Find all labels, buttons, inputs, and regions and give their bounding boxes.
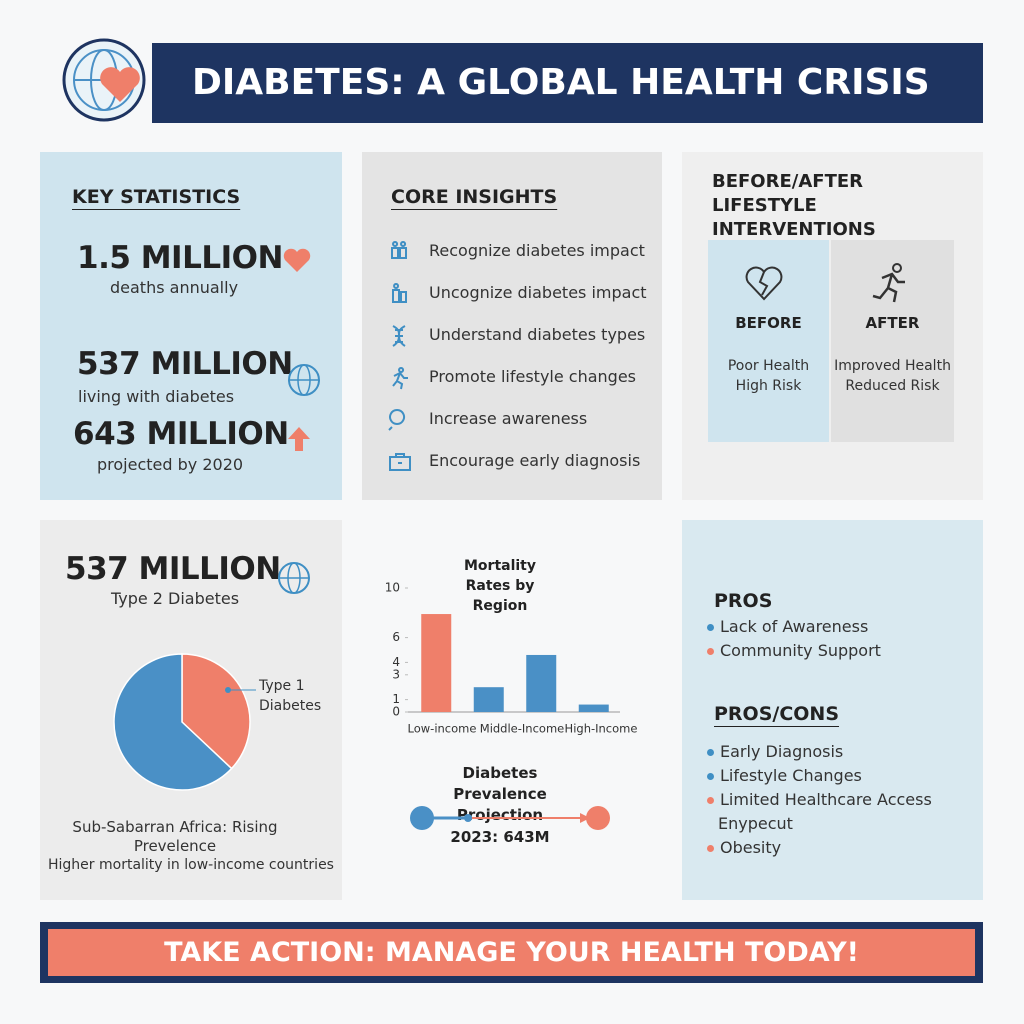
- bullet: [707, 749, 714, 756]
- pie-slice: [113, 653, 233, 791]
- bar: [578, 704, 609, 712]
- projection-title: Diabetes Prevalence Projection: [453, 764, 547, 824]
- before-label: BEFORE: [735, 314, 802, 332]
- bullet: [707, 624, 714, 631]
- insight-icon: [392, 325, 406, 347]
- insight-icon: [391, 241, 407, 259]
- arrow-up-icon: [288, 427, 310, 451]
- list-item: Limited Healthcare Access: [720, 790, 932, 809]
- insight-item: Encourage early diagnosis: [429, 451, 641, 470]
- bullet: [707, 845, 714, 852]
- y-tick-label: 6: [392, 630, 400, 644]
- runner-icon: [872, 263, 905, 303]
- note: Higher mortality in low-income countries: [48, 857, 334, 873]
- text-line: Improved Health: [834, 358, 951, 374]
- insight-item: Uncognize diabetes impact: [429, 283, 647, 302]
- bullet: [707, 773, 714, 780]
- panel-title: KEY STATISTICS: [72, 186, 241, 208]
- bullet: [707, 648, 714, 655]
- pie-chart: [113, 653, 256, 791]
- projection-label: 2023: 643M: [450, 828, 550, 846]
- globe-icon: [278, 562, 310, 594]
- timeline: [410, 806, 610, 830]
- y-tick-label: 10: [385, 581, 400, 595]
- stat-label: living with diabetes: [78, 387, 235, 406]
- after-line: Improved Health Reduced Risk: [831, 356, 954, 396]
- list-item: Enypecut: [718, 814, 793, 833]
- insight-item: Promote lifestyle changes: [429, 367, 636, 386]
- panel-title: BEFORE/AFTER LIFESTYLE INTERVENTIONS: [712, 171, 876, 240]
- insight-icon: [389, 453, 411, 471]
- header-banner: [152, 43, 983, 123]
- text-line: Poor Health: [727, 358, 810, 374]
- list-item: Lack of Awareness: [720, 617, 869, 636]
- stat-label: projected by 2020: [97, 455, 244, 474]
- stat-label: Type 2 Diabetes: [110, 589, 240, 608]
- pros-cons-panel: [682, 520, 983, 900]
- y-tick-label: 3: [392, 667, 400, 681]
- insight-icon: [388, 409, 406, 431]
- pie-label: Type 1 Diabetes: [259, 678, 322, 714]
- globe-heart-icon: [62, 38, 146, 122]
- panel-title: CORE INSIGHTS: [391, 186, 558, 208]
- pie-slice: [181, 653, 251, 770]
- x-tick-label: High-Income: [565, 722, 638, 736]
- y-tick-label: 0: [392, 705, 400, 719]
- x-tick-label: Low-income: [408, 722, 477, 736]
- list-item: Early Diagnosis: [720, 742, 844, 761]
- page-title: DIABETES: A GLOBAL HEALTH CRISIS: [192, 62, 930, 103]
- after-label: AFTER: [865, 314, 920, 332]
- pros-title: PROS: [714, 590, 773, 612]
- list-item: Lifestyle Changes: [720, 766, 862, 785]
- y-tick-label: 1: [392, 692, 400, 706]
- insight-icon: [392, 283, 407, 303]
- globe-icon: [288, 364, 320, 396]
- insight-item: Increase awareness: [429, 409, 588, 428]
- stat-value: 643 MILLION: [73, 416, 289, 452]
- text-line: High Risk: [735, 378, 802, 394]
- note: Sub-Sabarran Africa: Rising Prevelence: [72, 818, 278, 855]
- list-item: Obesity: [720, 838, 782, 857]
- key-statistics-panel: [40, 152, 342, 500]
- heart-icon: [283, 248, 311, 272]
- chart-title: Mortality Rates by Region: [463, 558, 536, 614]
- text-line: Reduced Risk: [845, 378, 940, 394]
- call-to-action: TAKE ACTION: MANAGE YOUR HEALTH TODAY!: [48, 929, 975, 976]
- insight-item: Recognize diabetes impact: [429, 241, 645, 260]
- stat-value: 537 MILLION: [65, 551, 281, 587]
- stat-value: 1.5 MILLION: [77, 240, 283, 276]
- list-item: Community Support: [720, 641, 881, 660]
- insight-icon: [392, 367, 408, 390]
- before-cell: [708, 240, 829, 442]
- core-insights-panel: [362, 152, 662, 500]
- before-line: Poor Health High Risk: [708, 356, 829, 396]
- bar-chart: 01 34 6 10 Low-income Middle-Income High-Incom…: [385, 581, 638, 736]
- pros-cons-title: PROS/CONS: [714, 703, 840, 725]
- y-tick-label: 4: [392, 655, 400, 669]
- stat-label: deaths annually: [110, 278, 239, 297]
- bar: [526, 654, 557, 712]
- bullet: [707, 797, 714, 804]
- x-tick-label: Middle-Income: [480, 722, 564, 736]
- insight-item: Understand diabetes types: [429, 325, 646, 344]
- broken-heart-icon: [745, 266, 783, 301]
- stat-value: 537 MILLION: [77, 346, 293, 382]
- bar: [421, 614, 452, 712]
- bar: [473, 687, 504, 712]
